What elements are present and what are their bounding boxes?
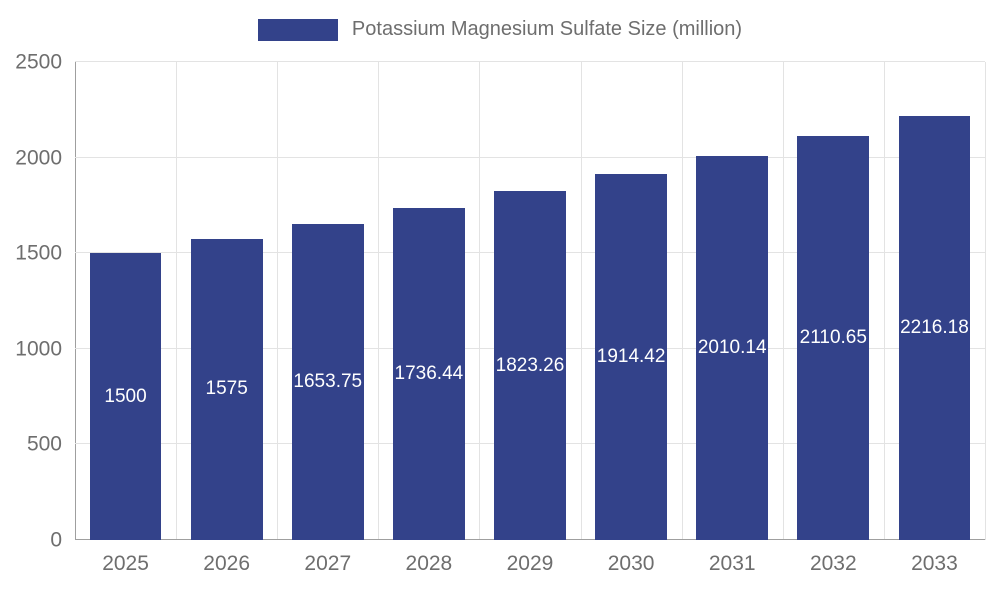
- bar-slot: 1575: [176, 62, 277, 540]
- x-tick-label: 2028: [405, 552, 453, 575]
- x-tick-label: 2030: [607, 552, 655, 575]
- bar-value-label: 1914.42: [596, 345, 666, 367]
- vertical-gridline: [681, 62, 683, 540]
- vertical-gridline: [580, 62, 582, 540]
- legend-label: Potassium Magnesium Sulfate Size (millio…: [351, 18, 743, 40]
- x-axis: 2025 2026 2027 2028 2029 2030 2031 2032 2033: [75, 552, 985, 576]
- bar-slot: 1736.44: [378, 62, 479, 540]
- y-tick-label: 2000: [15, 146, 62, 170]
- bar: 2216.18: [898, 116, 971, 540]
- y-axis-line: [75, 62, 76, 540]
- bar-value-label: 2110.65: [799, 327, 867, 349]
- vertical-gridline: [176, 62, 178, 540]
- y-tick-label: 500: [26, 432, 62, 456]
- bar-slot: 2110.65: [783, 62, 884, 540]
- vertical-gridline: [378, 62, 380, 540]
- y-tick-label: 2500: [15, 50, 62, 74]
- bar-slot: 2216.18: [884, 62, 985, 540]
- bar-value-label: 2216.18: [900, 317, 969, 339]
- vertical-gridline: [479, 62, 481, 540]
- x-tick-label: 2029: [506, 552, 554, 575]
- x-tick-label: 2033: [911, 552, 958, 575]
- bar: 1914.42: [595, 173, 667, 540]
- bar-value-label: 1575: [205, 378, 248, 400]
- bar: 2010.14: [696, 155, 769, 540]
- bar: 1653.75: [291, 223, 364, 540]
- x-tick-label: 2032: [809, 552, 857, 575]
- vertical-gridline: [985, 62, 986, 540]
- x-tick-label: 2027: [304, 552, 352, 575]
- x-tick-label: 2025: [102, 552, 149, 575]
- bar-slot: 1823.26: [479, 62, 580, 540]
- bar-slot: 1500: [75, 62, 176, 540]
- y-tick-label: 1500: [15, 241, 62, 265]
- bar: 1736.44: [392, 208, 465, 540]
- bar-slot: 2010.14: [682, 62, 783, 540]
- bars-container: 1500 1575 1653.75 1736.44 1823.26 1914.42 2010…: [75, 62, 985, 540]
- bar-value-label: 1653.75: [293, 370, 363, 392]
- bar: 1500: [89, 253, 162, 540]
- legend-swatch: [257, 18, 338, 41]
- horizontal-gridline: [75, 61, 985, 62]
- vertical-gridline: [782, 62, 784, 540]
- bar-value-label: 1823.26: [495, 354, 565, 376]
- bar-slot: 1914.42: [581, 62, 682, 540]
- horizontal-gridline: [75, 156, 985, 158]
- plot-area: 1500 1575 1653.75 1736.44 1823.26 1914.42 2010…: [75, 61, 986, 540]
- bar: 1823.26: [494, 191, 566, 540]
- vertical-gridline: [883, 62, 885, 540]
- y-tick-label: 1000: [15, 337, 62, 361]
- vertical-gridline: [277, 62, 279, 540]
- bar: 2110.65: [797, 136, 870, 540]
- y-axis: 0 500 1000 1500 2000 2500: [0, 52, 62, 551]
- x-tick-label: 2026: [203, 552, 251, 575]
- legend: Potassium Magnesium Sulfate Size (millio…: [0, 18, 1000, 41]
- bar: 1575: [190, 238, 263, 540]
- y-tick-label: 0: [50, 528, 62, 552]
- bar-slot: 1653.75: [277, 62, 378, 540]
- x-tick-label: 2031: [708, 552, 756, 575]
- bar-value-label: 1736.44: [394, 363, 464, 384]
- bar-value-label: 2010.14: [697, 336, 767, 358]
- bar-value-label: 1500: [104, 385, 147, 407]
